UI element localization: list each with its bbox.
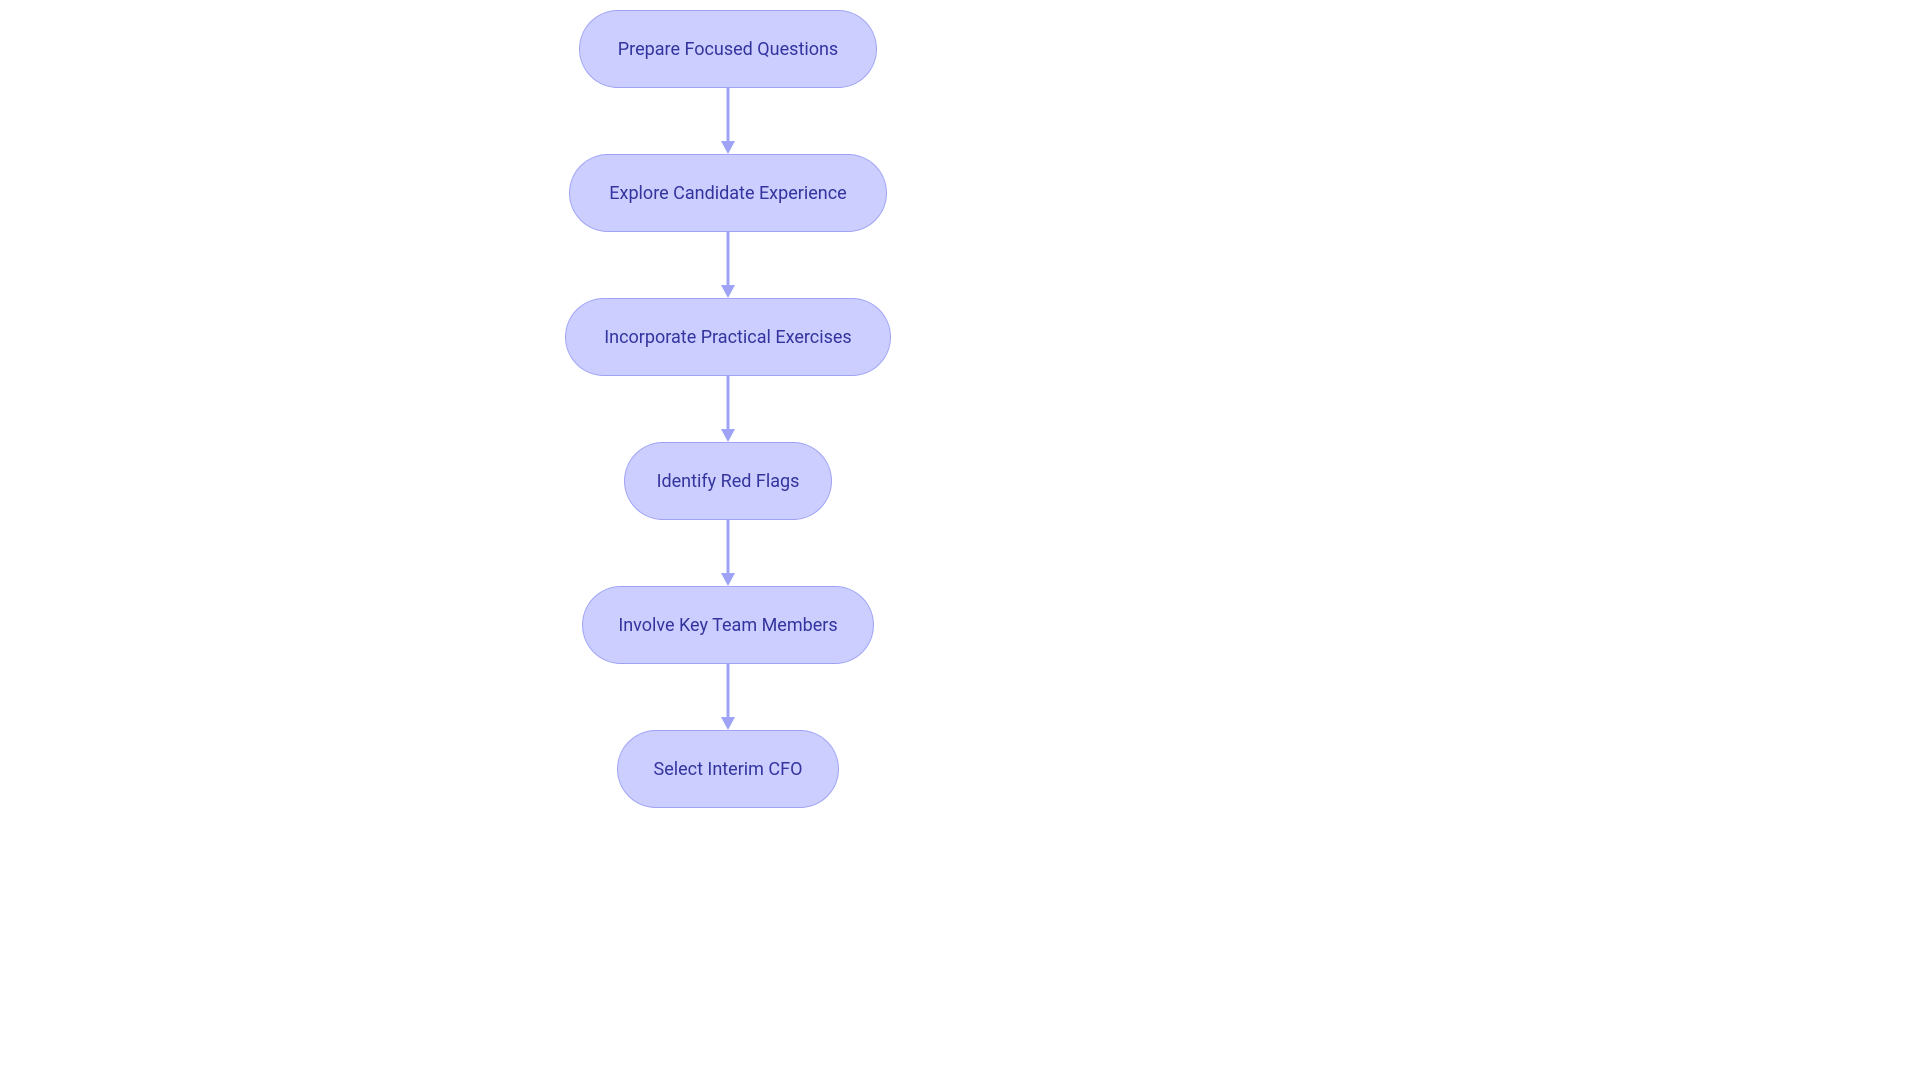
node-n2: Explore Candidate Experience [569, 154, 887, 232]
node-label: Explore Candidate Experience [609, 183, 846, 204]
node-n6: Select Interim CFO [617, 730, 839, 808]
node-label: Identify Red Flags [657, 471, 800, 492]
edge-n2-n3 [708, 232, 748, 300]
flowchart-canvas: Prepare Focused Questions Explore Candida… [0, 0, 1920, 1083]
node-label: Involve Key Team Members [618, 615, 837, 636]
node-n1: Prepare Focused Questions [579, 10, 877, 88]
node-label: Select Interim CFO [654, 759, 803, 780]
node-n3: Incorporate Practical Exercises [565, 298, 891, 376]
edge-n3-n4 [708, 376, 748, 444]
node-label: Incorporate Practical Exercises [604, 327, 851, 348]
edge-n5-n6 [708, 664, 748, 732]
node-n5: Involve Key Team Members [582, 586, 874, 664]
node-label: Prepare Focused Questions [618, 39, 838, 60]
edge-n4-n5 [708, 520, 748, 588]
edge-n1-n2 [708, 88, 748, 156]
node-n4: Identify Red Flags [624, 442, 832, 520]
